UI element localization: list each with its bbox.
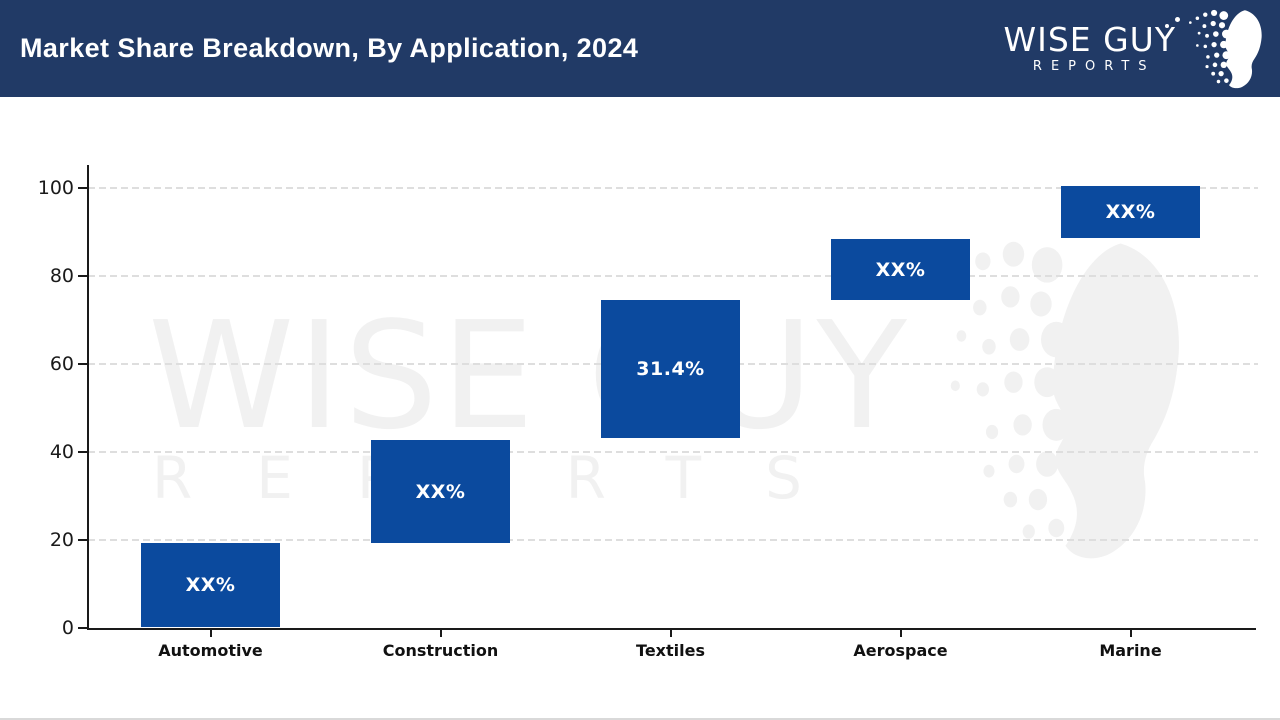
brand-subname: REPORTS bbox=[1032, 58, 1156, 74]
gridline-20 bbox=[88, 538, 1258, 541]
x-axis-category-label: Textiles bbox=[636, 641, 705, 660]
y-axis-tickmark bbox=[77, 538, 87, 541]
x-axis-tickmark bbox=[899, 630, 902, 637]
bar-automotive: XX% bbox=[141, 543, 280, 628]
gridline-100 bbox=[88, 186, 1258, 189]
y-axis-tickmark bbox=[77, 626, 87, 629]
brand-name: WISE GUY bbox=[1003, 20, 1176, 60]
y-axis-tick-label: 0 bbox=[61, 616, 74, 639]
gridline-40 bbox=[88, 450, 1258, 453]
page-title: Market Share Breakdown, By Application, … bbox=[20, 33, 639, 63]
x-axis-spine bbox=[86, 627, 1256, 630]
brand-text: WISE GUY REPORTS bbox=[1003, 17, 1180, 74]
x-axis-category-label: Aerospace bbox=[853, 641, 948, 660]
y-axis-tick-label: 20 bbox=[49, 528, 74, 551]
bar-value-label: XX% bbox=[1105, 201, 1156, 224]
y-umlaut-dots-icon bbox=[1160, 17, 1180, 31]
header-bar: Market Share Breakdown, By Application, … bbox=[0, 0, 1280, 97]
gridline-80 bbox=[88, 274, 1258, 277]
bar-value-label: XX% bbox=[185, 574, 236, 597]
bar-value-label: XX% bbox=[875, 258, 926, 281]
x-axis-category-label: Construction bbox=[382, 641, 499, 660]
y-axis-tickmark bbox=[77, 450, 87, 453]
y-axis-tickmark bbox=[77, 362, 87, 365]
bottom-divider bbox=[0, 718, 1280, 720]
bar-construction: XX% bbox=[371, 439, 510, 544]
x-axis-tickmark bbox=[669, 630, 672, 637]
x-axis-tickmark bbox=[1129, 630, 1132, 637]
bar-value-label: XX% bbox=[415, 480, 466, 503]
brand-logo: WISE GUY REPORTS bbox=[1003, 9, 1266, 89]
bar-value-label: 31.4% bbox=[636, 358, 705, 381]
x-axis-tickmark bbox=[439, 630, 442, 637]
y-axis-tick-label: 100 bbox=[37, 176, 74, 199]
x-axis-category-label: Marine bbox=[1099, 641, 1162, 660]
bar-textiles: 31.4% bbox=[601, 300, 740, 439]
y-axis-tickmark bbox=[77, 274, 87, 277]
dot-face-icon bbox=[1189, 9, 1262, 88]
y-axis-tickmark bbox=[77, 186, 87, 189]
bar-marine: XX% bbox=[1061, 186, 1200, 239]
bar-aerospace: XX% bbox=[831, 239, 970, 301]
x-axis-tickmark bbox=[209, 630, 212, 637]
y-axis-tick-label: 40 bbox=[49, 440, 74, 463]
x-axis-category-label: Automotive bbox=[158, 641, 263, 660]
y-axis-tick-label: 60 bbox=[49, 352, 74, 375]
watermark-wiseguy-text: WISE GUY bbox=[148, 290, 910, 462]
y-axis-tick-label: 80 bbox=[49, 264, 74, 287]
y-axis-spine bbox=[86, 165, 89, 630]
